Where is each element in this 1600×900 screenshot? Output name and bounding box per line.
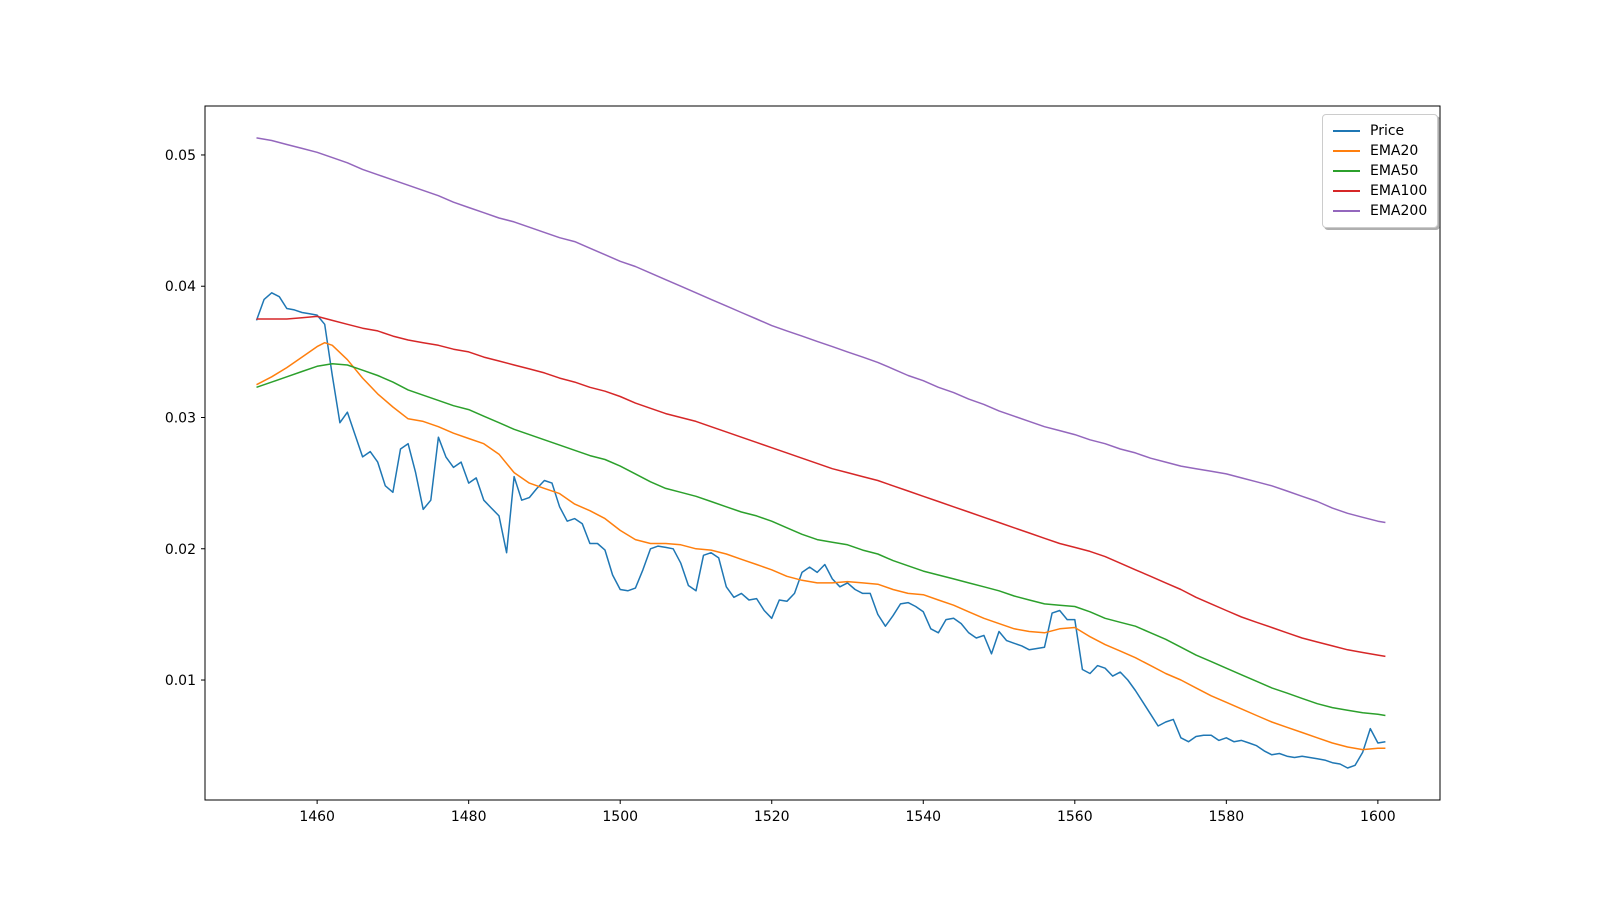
x-tick-label: 1580 xyxy=(1209,809,1245,825)
x-tick-label: 1540 xyxy=(905,809,941,825)
x-axis: 1460 1480 1500 1520 1540 1560 1580 1600 xyxy=(299,800,1396,825)
x-tick-label: 1460 xyxy=(299,809,335,825)
series-line-ema200 xyxy=(256,137,1386,524)
y-tick-label: 0.03 xyxy=(165,410,196,426)
series-line-ema20 xyxy=(256,341,1386,751)
axes-spines xyxy=(204,105,1441,801)
plot-border xyxy=(204,105,1441,801)
y-tick-label: 0.05 xyxy=(165,148,196,164)
x-tick-label: 1600 xyxy=(1360,809,1396,825)
legend-line-sample xyxy=(1333,150,1360,152)
legend-label: EMA200 xyxy=(1370,203,1428,219)
x-tick-label: 1500 xyxy=(602,809,638,825)
legend-label: EMA20 xyxy=(1370,143,1419,159)
legend-item-ema200: EMA200 xyxy=(1333,201,1427,221)
x-tick-label: 1560 xyxy=(1057,809,1093,825)
legend-label: EMA50 xyxy=(1370,163,1419,179)
y-tick-label: 0.01 xyxy=(165,673,196,689)
legend-line-sample xyxy=(1333,170,1360,172)
y-tick-label: 0.02 xyxy=(165,542,196,558)
legend-line-sample xyxy=(1333,210,1360,212)
legend-line-sample xyxy=(1333,190,1360,192)
legend-item-ema100: EMA100 xyxy=(1333,181,1427,201)
legend-label: Price xyxy=(1370,123,1405,139)
series-line-price xyxy=(255,292,1386,769)
y-tick-label: 0.04 xyxy=(165,279,196,295)
legend-label: EMA100 xyxy=(1370,183,1428,199)
series-lines xyxy=(255,137,1386,769)
x-tick-label: 1480 xyxy=(451,809,487,825)
x-tick-label: 1520 xyxy=(754,809,790,825)
series-line-ema100 xyxy=(256,315,1386,658)
legend-item-price: Price xyxy=(1333,121,1427,141)
legend-line-sample xyxy=(1333,130,1360,132)
legend-item-ema20: EMA20 xyxy=(1333,141,1427,161)
y-axis: 0.01 0.02 0.03 0.04 0.05 xyxy=(165,148,205,689)
series-line-ema50 xyxy=(256,362,1386,717)
legend-item-ema50: EMA50 xyxy=(1333,161,1427,181)
legend: Price EMA20 EMA50 EMA100 EMA200 xyxy=(1322,114,1439,228)
